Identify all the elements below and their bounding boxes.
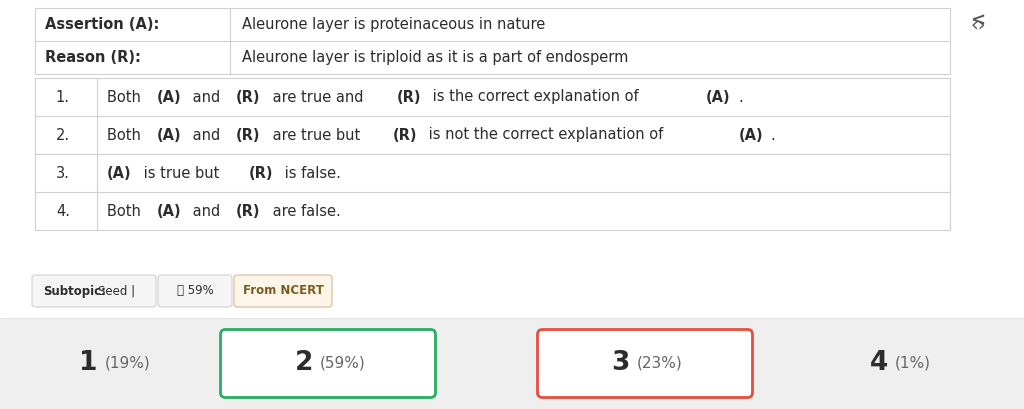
Text: From NCERT: From NCERT <box>243 285 324 297</box>
Text: are false.: are false. <box>267 204 340 218</box>
Text: Aleurone layer is triploid as it is a part of endosperm: Aleurone layer is triploid as it is a pa… <box>242 50 629 65</box>
Text: is not the correct explanation of: is not the correct explanation of <box>424 128 668 142</box>
Text: (A): (A) <box>157 128 181 142</box>
Text: Both: Both <box>106 128 145 142</box>
Text: 1.: 1. <box>56 90 70 105</box>
Text: (59%): (59%) <box>319 356 366 371</box>
Text: are true and: are true and <box>267 90 368 105</box>
Text: (A): (A) <box>157 90 181 105</box>
Text: .: . <box>738 90 742 105</box>
Text: are true but: are true but <box>267 128 365 142</box>
Text: (A): (A) <box>106 166 132 180</box>
Text: (19%): (19%) <box>105 356 151 371</box>
Text: Both: Both <box>106 204 145 218</box>
Text: Seed |: Seed | <box>98 285 135 297</box>
FancyBboxPatch shape <box>220 330 435 398</box>
Text: and: and <box>188 90 225 105</box>
Text: is true but: is true but <box>139 166 224 180</box>
Text: (R): (R) <box>237 204 260 218</box>
Text: and: and <box>188 128 225 142</box>
Text: and: and <box>188 204 225 218</box>
Text: (R): (R) <box>392 128 417 142</box>
Text: 3: 3 <box>611 351 630 377</box>
Text: (R): (R) <box>237 128 260 142</box>
Text: is the correct explanation of: is the correct explanation of <box>428 90 644 105</box>
FancyBboxPatch shape <box>158 275 232 307</box>
Text: (A): (A) <box>739 128 764 142</box>
Text: 👍 59%: 👍 59% <box>176 285 213 297</box>
Text: 4: 4 <box>869 351 888 377</box>
Text: (R): (R) <box>397 90 421 105</box>
Text: (A): (A) <box>157 204 181 218</box>
Text: Assertion (A):: Assertion (A): <box>45 17 160 32</box>
Text: is false.: is false. <box>281 166 341 180</box>
Text: (23%): (23%) <box>637 356 683 371</box>
Text: 4.: 4. <box>56 204 70 218</box>
Text: Both: Both <box>106 90 145 105</box>
FancyBboxPatch shape <box>234 275 332 307</box>
FancyBboxPatch shape <box>35 8 950 74</box>
Text: (R): (R) <box>249 166 273 180</box>
Text: (1%): (1%) <box>895 356 931 371</box>
Text: 2.: 2. <box>56 128 70 142</box>
Text: 3.: 3. <box>56 166 70 180</box>
Text: (A): (A) <box>707 90 731 105</box>
Text: <: < <box>971 12 985 30</box>
FancyBboxPatch shape <box>32 275 156 307</box>
Text: (R): (R) <box>237 90 260 105</box>
FancyBboxPatch shape <box>538 330 753 398</box>
Text: Subtopic:: Subtopic: <box>43 285 106 297</box>
Text: .: . <box>771 128 775 142</box>
Bar <box>0 318 1024 409</box>
Text: 1: 1 <box>80 351 98 377</box>
Text: 2: 2 <box>295 351 313 377</box>
Text: Reason (R):: Reason (R): <box>45 50 141 65</box>
Text: ‹›: ‹› <box>971 15 986 34</box>
Text: Aleurone layer is proteinaceous in nature: Aleurone layer is proteinaceous in natur… <box>242 17 545 32</box>
FancyBboxPatch shape <box>35 78 950 230</box>
